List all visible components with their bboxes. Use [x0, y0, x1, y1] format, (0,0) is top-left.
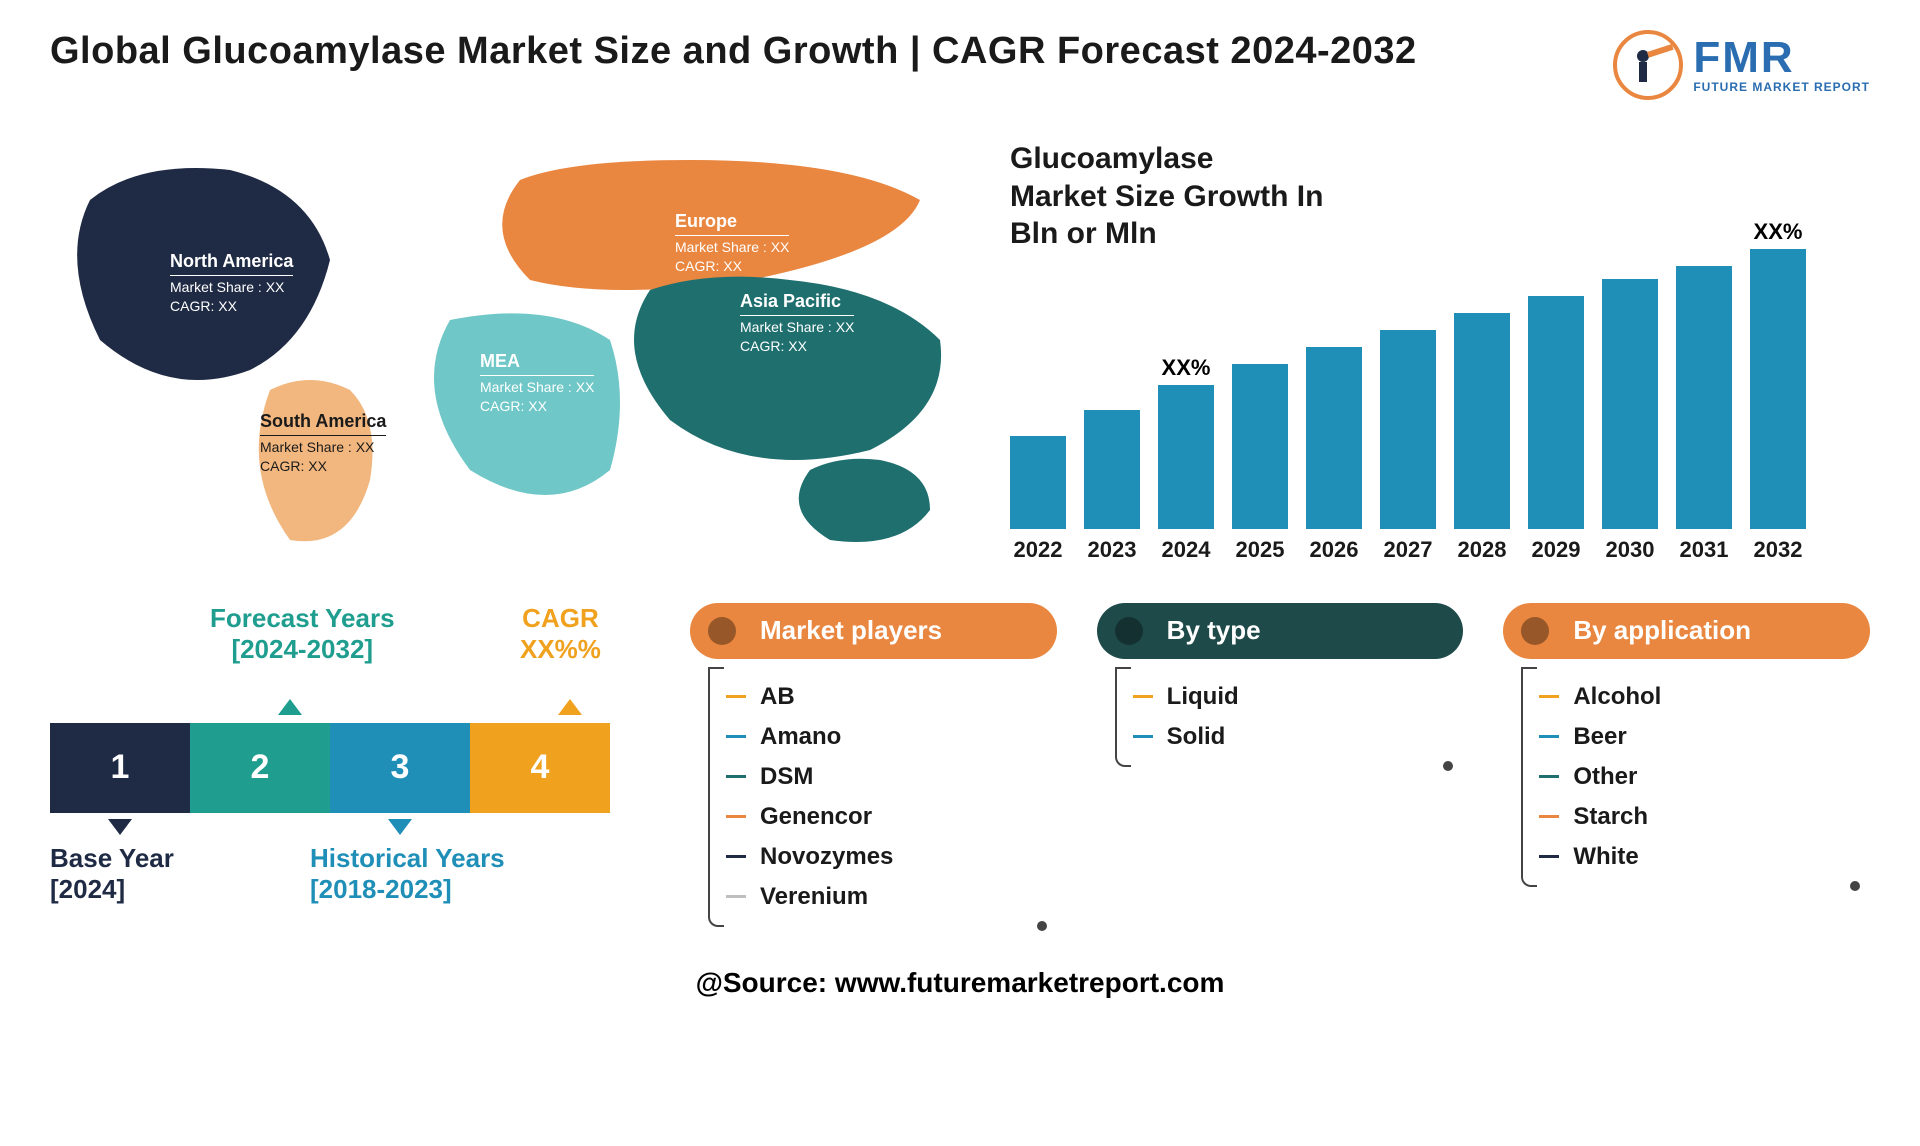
list-item: Amano [726, 717, 1037, 757]
tick-icon [1133, 695, 1153, 698]
tick-icon [1539, 775, 1559, 778]
list-item: Genencor [726, 797, 1037, 837]
bar-2032: XX%2032 [1750, 249, 1806, 563]
logo-text-block: FMR FUTURE MARKET REPORT [1693, 36, 1870, 94]
telescope-person-icon [1613, 30, 1683, 100]
type-list: LiquidSolid [1097, 667, 1464, 767]
tick-icon [1539, 855, 1559, 858]
bar-2031: 2031 [1676, 266, 1732, 563]
by-type-column: By type LiquidSolid [1097, 603, 1464, 767]
tick-icon [726, 815, 746, 818]
region-ap-aus [799, 459, 930, 542]
bar-2026: 2026 [1306, 347, 1362, 563]
bar-container: 2022 2023 XX%2024 2025 2026 2027 2028 2029 2030 2… [1010, 263, 1870, 563]
base-year-label: Base Year[2024] [50, 843, 174, 905]
growth-chart: Glucoamylase Market Size Growth In Bln o… [1010, 140, 1870, 563]
players-list: ABAmanoDSMGenencorNovozymesVerenium [690, 667, 1057, 927]
pill-market-players: Market players [690, 603, 1057, 659]
triangle-down-icon [388, 819, 412, 835]
dot-icon [708, 617, 736, 645]
chart-title: Glucoamylase Market Size Growth In Bln o… [1010, 140, 1870, 253]
chevron-3: 3 [330, 723, 470, 813]
mid-row: Forecast Years[2024-2032] CAGRXX%% 1 2 3… [50, 603, 1870, 927]
triangle-up-icon [278, 699, 302, 715]
triangle-up-icon [558, 699, 582, 715]
dot-icon [1521, 617, 1549, 645]
bar-2029: 2029 [1528, 296, 1584, 563]
chevron-1: 1 [50, 723, 190, 813]
world-map: North AmericaMarket Share : XXCAGR: XX So… [50, 140, 970, 560]
header: Global Glucoamylase Market Size and Grow… [50, 30, 1870, 100]
tick-icon [726, 855, 746, 858]
source-line: @Source: www.futuremarketreport.com [50, 967, 1870, 999]
tick-icon [726, 775, 746, 778]
tick-icon [726, 695, 746, 698]
tick-icon [1539, 815, 1559, 818]
pill-by-type: By type [1097, 603, 1464, 659]
market-players-column: Market players ABAmanoDSMGenencorNovozym… [690, 603, 1057, 927]
logo: FMR FUTURE MARKET REPORT [1613, 30, 1870, 100]
list-item: DSM [726, 757, 1037, 797]
bar-2028: 2028 [1454, 313, 1510, 563]
triangle-down-icon [108, 819, 132, 835]
bar-2023: 2023 [1084, 410, 1140, 563]
bar-2027: 2027 [1380, 330, 1436, 563]
logo-abbr: FMR [1693, 36, 1870, 80]
tick-icon [1133, 735, 1153, 738]
list-item: White [1539, 837, 1850, 877]
bar-2022: 2022 [1010, 436, 1066, 563]
logo-subtitle: FUTURE MARKET REPORT [1693, 80, 1870, 94]
tick-icon [726, 895, 746, 898]
bar-2024: XX%2024 [1158, 385, 1214, 563]
list-item: AB [726, 677, 1037, 717]
chevron-2: 2 [190, 723, 330, 813]
list-item: Beer [1539, 717, 1850, 757]
list-item: Novozymes [726, 837, 1037, 877]
pill-by-application: By application [1503, 603, 1870, 659]
cagr-label: CAGRXX%% [520, 603, 601, 665]
tick-icon [726, 735, 746, 738]
bar-2025: 2025 [1232, 364, 1288, 563]
list-item: Solid [1133, 717, 1444, 757]
top-row: North AmericaMarket Share : XXCAGR: XX So… [50, 140, 1870, 563]
region-label-na: North AmericaMarket Share : XXCAGR: XX [170, 250, 293, 315]
timeline: Forecast Years[2024-2032] CAGRXX%% 1 2 3… [50, 603, 650, 923]
page-title: Global Glucoamylase Market Size and Grow… [50, 30, 1417, 73]
region-label-ap: Asia PacificMarket Share : XXCAGR: XX [740, 290, 854, 355]
region-label-sa: South AmericaMarket Share : XXCAGR: XX [260, 410, 386, 475]
tick-icon [1539, 735, 1559, 738]
region-label-eu: EuropeMarket Share : XXCAGR: XX [675, 210, 789, 275]
chevron-strip: 1 2 3 4 [50, 723, 610, 813]
chevron-4: 4 [470, 723, 610, 813]
dot-icon [1115, 617, 1143, 645]
forecast-label: Forecast Years[2024-2032] [210, 603, 395, 665]
bar-2030: 2030 [1602, 279, 1658, 563]
tick-icon [1539, 695, 1559, 698]
region-label-mea: MEAMarket Share : XXCAGR: XX [480, 350, 594, 415]
by-application-column: By application AlcoholBeerOtherStarchWhi… [1503, 603, 1870, 887]
list-item: Liquid [1133, 677, 1444, 717]
list-item: Verenium [726, 877, 1037, 917]
application-list: AlcoholBeerOtherStarchWhite [1503, 667, 1870, 887]
historical-label: Historical Years[2018-2023] [310, 843, 505, 905]
list-item: Other [1539, 757, 1850, 797]
list-item: Starch [1539, 797, 1850, 837]
list-item: Alcohol [1539, 677, 1850, 717]
